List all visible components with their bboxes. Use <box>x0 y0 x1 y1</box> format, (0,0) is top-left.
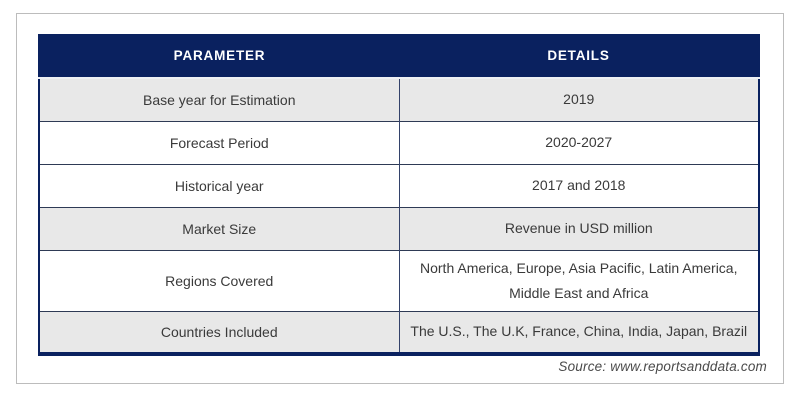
details-line: 2019 <box>563 91 595 108</box>
report-scope-table: PARAMETER DETAILS Base year for Estimati… <box>38 34 760 356</box>
details-cell: The U.S., The U.K, France, China, India,… <box>399 310 759 354</box>
details-cell: 2017 and 2018 <box>399 163 759 207</box>
details-cell: Revenue in USD million <box>399 206 759 250</box>
table-row: Historical year 2017 and 2018 <box>39 163 759 207</box>
parameter-cell: Countries Included <box>39 310 400 354</box>
table-row: Regions Covered North America, Europe, A… <box>39 249 759 311</box>
details-line: 2020-2027 <box>545 134 613 150</box>
table-row: Base year for Estimation 2019 <box>39 78 759 121</box>
details-column-header: DETAILS <box>399 34 759 79</box>
parameter-cell: Forecast Period <box>39 120 400 164</box>
details-line: 2017 and 2018 <box>532 177 626 193</box>
parameter-cell: Historical year <box>39 163 400 207</box>
table-row: Countries Included The U.S., The U.K, Fr… <box>39 310 759 354</box>
details-cell: 2019 <box>399 78 759 121</box>
outer-frame: PARAMETER DETAILS Base year for Estimati… <box>16 13 784 384</box>
parameter-cell: Market Size <box>39 206 400 250</box>
details-line: Middle East and Africa <box>509 284 649 301</box>
details-cell: 2020-2027 <box>399 120 759 164</box>
table-body: Base year for Estimation 2019 Forecast P… <box>39 78 759 354</box>
details-cell: North America, Europe, Asia Pacific, Lat… <box>399 249 759 311</box>
table-header-row: PARAMETER DETAILS <box>39 34 759 79</box>
details-line: Revenue in USD million <box>504 220 653 236</box>
parameter-cell: Base year for Estimation <box>39 78 400 121</box>
table-row: Forecast Period 2020-2027 <box>39 120 759 164</box>
source-attribution: Source: www.reportsanddata.com <box>558 359 767 374</box>
parameter-cell: Regions Covered <box>39 249 400 311</box>
details-line: The U.S., The U.K, France, China, India,… <box>410 323 748 340</box>
parameter-column-header: PARAMETER <box>39 34 399 79</box>
details-line: North America, Europe, Asia Pacific, Lat… <box>420 259 738 276</box>
table-row: Market Size Revenue in USD million <box>39 206 759 250</box>
